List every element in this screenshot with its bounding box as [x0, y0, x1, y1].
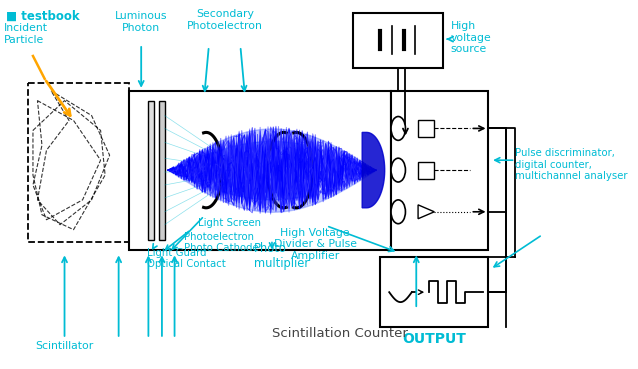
Bar — [160, 101, 165, 239]
Text: Scintillation Counter: Scintillation Counter — [272, 327, 408, 340]
Text: Secondary
Photoelectron: Secondary Photoelectron — [187, 9, 263, 31]
Text: Incident
Particle: Incident Particle — [4, 23, 48, 45]
Bar — [130, 91, 391, 249]
Text: Pulse discriminator,
digital counter,
multichannel analyser: Pulse discriminator, digital counter, mu… — [516, 148, 628, 182]
Ellipse shape — [391, 158, 405, 182]
Bar — [29, 83, 130, 242]
Bar — [418, 162, 434, 179]
Polygon shape — [418, 205, 434, 219]
Bar — [353, 13, 443, 68]
Polygon shape — [362, 132, 385, 208]
Text: Scintillator: Scintillator — [35, 341, 94, 351]
Bar — [391, 91, 489, 249]
Text: Light Screen: Light Screen — [198, 218, 261, 228]
Text: Photoelectron
Photo Cathode: Photoelectron Photo Cathode — [184, 232, 259, 253]
Bar — [380, 258, 489, 327]
Text: High
voltage
source: High voltage source — [450, 21, 491, 55]
Ellipse shape — [391, 200, 405, 224]
Ellipse shape — [391, 117, 405, 140]
Text: Photo
multiplier: Photo multiplier — [254, 242, 309, 270]
Text: High Voltage
Divider & Pulse
Amplifier: High Voltage Divider & Pulse Amplifier — [274, 228, 357, 261]
Bar — [149, 101, 154, 239]
Text: OUTPUT: OUTPUT — [403, 332, 466, 346]
Bar — [418, 121, 434, 137]
Text: ■ testbook: ■ testbook — [6, 9, 80, 23]
Text: Light Guard
Optical Contact: Light Guard Optical Contact — [147, 248, 226, 269]
Text: Luminous
Photon: Luminous Photon — [115, 11, 167, 33]
